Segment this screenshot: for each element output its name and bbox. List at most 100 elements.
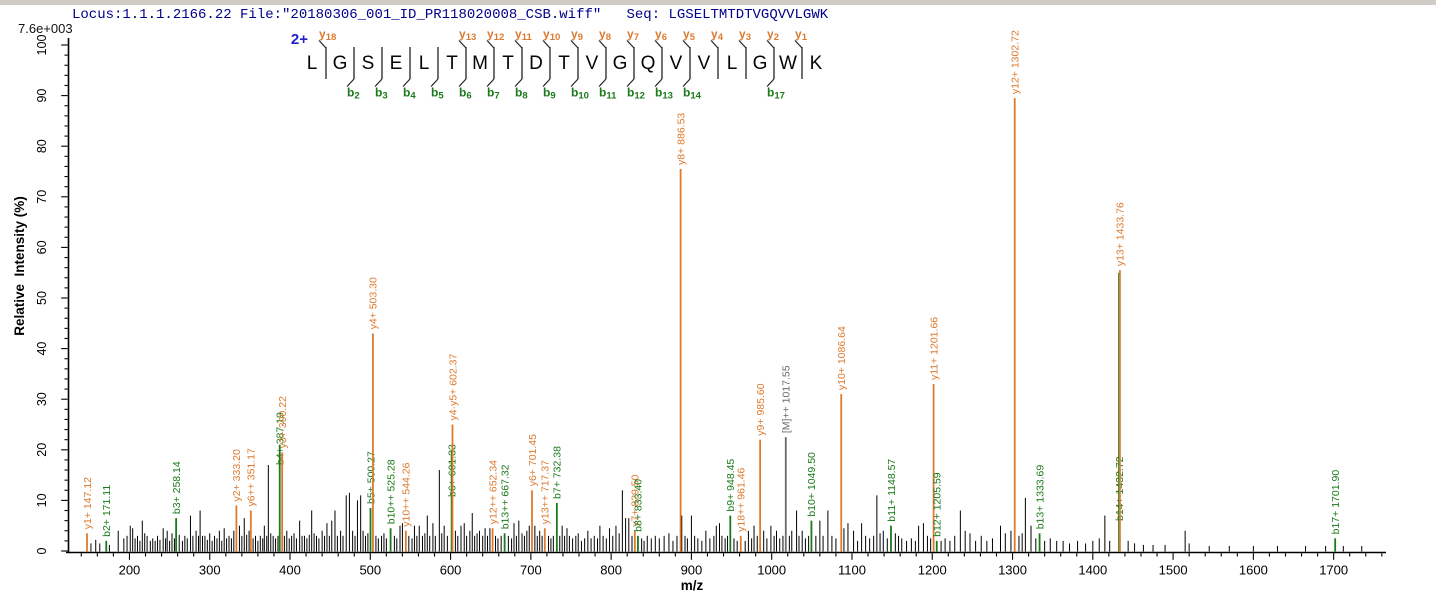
background-peaks	[90, 464, 1363, 552]
peak-label: y18++ 961.46	[736, 467, 748, 531]
y-ion-marker: y9	[571, 27, 583, 43]
sequence-residue: G	[333, 53, 348, 74]
svg-text:10: 10	[35, 493, 49, 507]
svg-text:70: 70	[35, 190, 49, 204]
sequence-residue: V	[698, 53, 711, 74]
b-ion-marker: b5	[431, 86, 444, 102]
peak-label: b17+ 1701.90	[1330, 470, 1342, 535]
b-ion-marker: b4	[403, 86, 416, 102]
y-ion-marker: y7	[627, 27, 639, 43]
precursor-charge-label: 2+	[291, 31, 308, 48]
svg-text:300: 300	[199, 563, 221, 578]
b-ion-marker: b3	[375, 86, 388, 102]
peak-label: y6++ 351.17	[246, 448, 258, 507]
peak-label: b3+ 258.14	[171, 461, 183, 514]
b-ion-marker: b10	[571, 86, 589, 102]
svg-text:900: 900	[681, 563, 703, 578]
y-ion-marker: y13	[459, 27, 476, 43]
y-ion-marker: y3	[739, 27, 751, 43]
peak-label: y12+ 1302.72	[1010, 30, 1022, 94]
svg-text:1600: 1600	[1239, 563, 1268, 578]
b-ion-marker: b7	[487, 86, 500, 102]
svg-text:80: 80	[35, 139, 49, 153]
peak-label: b13+ 1333.69	[1034, 465, 1046, 530]
peak-label: y7+ 829.50	[630, 474, 642, 526]
b-ion-marker: b9	[543, 86, 556, 102]
svg-text:40: 40	[35, 342, 49, 356]
peak-label: y10+ 1086.64	[836, 326, 848, 390]
peak-label: y13+ 1433.76	[1115, 202, 1127, 266]
svg-text:1400: 1400	[1078, 563, 1107, 578]
svg-text:700: 700	[520, 563, 542, 578]
sequence-residue: M	[472, 53, 488, 74]
b-ion-marker: b6	[459, 86, 472, 102]
peak-label: y13++ 717.37	[540, 460, 552, 524]
y-ion-marker: y4	[711, 27, 724, 43]
peak-label: y9+ 985.60	[755, 383, 767, 435]
peak-label: y8+ 886.53	[675, 113, 687, 165]
b-ion-marker: b12	[627, 86, 645, 102]
peak-label: [M]++ 1017.55	[781, 365, 793, 433]
peak-label: y12++ 652.34	[487, 460, 499, 524]
sequence-residue: E	[390, 53, 403, 74]
plot-axes: 200 300 400 500 600 700 800 900 1000 1100 1200 1300…	[35, 35, 1386, 578]
peak-label: b12+ 1205.59	[932, 472, 944, 537]
sequence-residue: G	[613, 53, 628, 74]
peak-label: y2+ 333.20	[231, 449, 243, 501]
sequence-residue: V	[670, 53, 683, 74]
spectrum-header-info: Locus:1.1.1.2166.22 File:"20180306_001_I…	[72, 7, 829, 23]
y-ion-marker: y2	[767, 27, 779, 43]
svg-text:1200: 1200	[918, 563, 947, 578]
b-ion-marker: b8	[515, 86, 528, 102]
b-ion-marker: b2	[347, 86, 360, 102]
svg-text:1000: 1000	[757, 563, 786, 578]
y-ion-marker: y11	[515, 27, 532, 43]
svg-text:600: 600	[440, 563, 462, 578]
peak-label: b9+ 948.45	[725, 459, 737, 512]
y-ion-marker: y1	[795, 27, 808, 43]
svg-text:500: 500	[359, 563, 381, 578]
peak-label: b10++ 525.28	[385, 459, 397, 524]
peak-label: b5+ 500.27	[365, 451, 377, 504]
peak-label: y1+ 147.12	[82, 477, 94, 529]
b-ion-marker: b14	[683, 86, 702, 102]
svg-text:200: 200	[119, 563, 141, 578]
y-ion-marker: y8	[599, 27, 611, 43]
y-ion-marker: y5	[683, 27, 696, 43]
peak-label: b4+ 387.19	[275, 412, 287, 465]
svg-text:30: 30	[35, 392, 49, 406]
sequence-residue: D	[529, 53, 543, 74]
peak-label: y3+ 390.22	[277, 396, 289, 448]
svg-text:90: 90	[35, 89, 49, 103]
sequence-residue: Q	[641, 53, 656, 74]
peak-label: y11+ 1201.66	[928, 317, 940, 380]
peak-label: y10++ 544.26	[401, 462, 413, 526]
svg-text:800: 800	[600, 563, 622, 578]
svg-text:1700: 1700	[1319, 563, 1348, 578]
sequence-residue: T	[446, 53, 458, 74]
svg-text:60: 60	[35, 240, 49, 254]
y-ion-marker: y6	[655, 27, 667, 43]
svg-text:1100: 1100	[838, 563, 866, 578]
sequence-residue: T	[558, 53, 570, 74]
svg-text:50: 50	[35, 291, 49, 305]
top-edge-strip	[0, 0, 1436, 5]
peak-label: y4+ 503.30	[368, 277, 380, 329]
peak-label: b7+ 732.38	[552, 446, 564, 499]
sequence-residue: L	[307, 53, 318, 74]
b-ion-marker: b11	[599, 86, 617, 102]
annotated-peaks: y1+ 147.12 b2+ 171.11 b3+ 258.14 y2+ 333.20…	[82, 30, 1342, 552]
sequence-residue: W	[779, 53, 797, 74]
sequence-residue: V	[586, 53, 599, 74]
peak-label: y6+ 701.45	[527, 434, 539, 486]
svg-text:400: 400	[279, 563, 301, 578]
sequence-residue: S	[362, 53, 375, 74]
y-ion-marker: y10	[543, 27, 560, 43]
sequence-residue: T	[502, 53, 514, 74]
sequence-residue: L	[419, 53, 430, 74]
svg-text:100: 100	[35, 35, 49, 56]
peak-label: b8+ 833.40	[633, 479, 645, 532]
